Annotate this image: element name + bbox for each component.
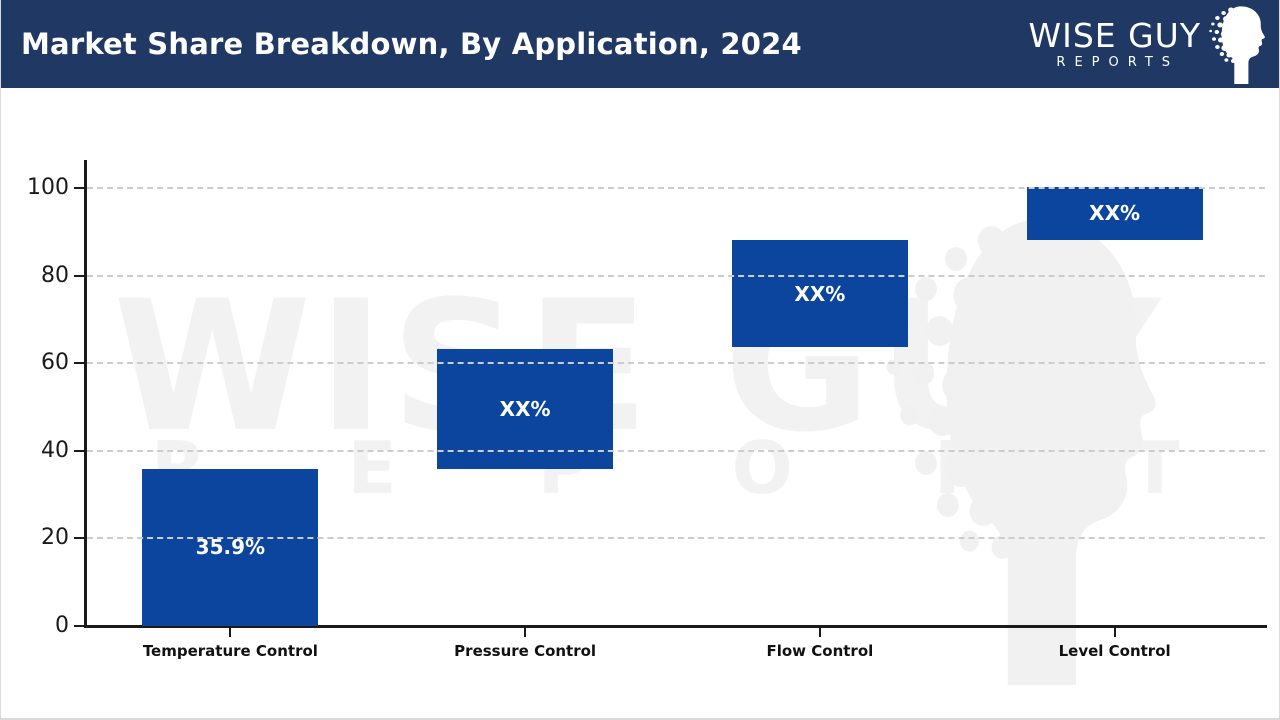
x-tick-mark <box>524 628 527 637</box>
x-tick-label: Pressure Control <box>454 642 597 660</box>
x-tick-mark <box>229 628 232 637</box>
page-title: Market Share Breakdown, By Application, … <box>21 27 802 61</box>
y-tick-label: 100 <box>27 175 69 200</box>
x-tick-label: Flow Control <box>766 642 874 660</box>
y-tick-label: 0 <box>55 613 69 638</box>
x-tick-label: Level Control <box>1058 642 1171 660</box>
y-tick-label: 60 <box>41 350 69 376</box>
brand-name: WISE GUY <box>1028 16 1201 55</box>
y-tick-label: 40 <box>41 437 69 463</box>
gridline <box>87 537 1265 540</box>
brand-logo: WISE GUY REPORTS <box>1028 4 1267 84</box>
y-tick-label: 80 <box>41 262 69 288</box>
y-tick-mark <box>74 274 84 277</box>
y-tick-mark <box>74 625 84 627</box>
wise-guy-head-icon <box>1209 6 1265 84</box>
y-axis-spine <box>84 160 87 628</box>
gridline <box>87 362 1265 365</box>
bar-level-control: XX% <box>1026 186 1203 240</box>
bar-value-label: XX% <box>794 281 846 306</box>
bar-value-label: XX% <box>1089 201 1141 226</box>
bar-pressure-control: XX% <box>437 349 614 469</box>
y-tick-mark <box>74 187 84 189</box>
bar-value-label: XX% <box>499 396 551 421</box>
gridline <box>87 449 1265 452</box>
brand-subname: REPORTS <box>1056 55 1180 70</box>
gridline <box>87 187 1265 189</box>
bar-flow-control: XX% <box>731 239 908 348</box>
y-tick-label: 20 <box>41 525 69 551</box>
y-tick-mark <box>74 537 84 540</box>
y-tick-mark <box>74 362 84 365</box>
gridline <box>87 274 1265 277</box>
x-axis-spine <box>84 625 1267 628</box>
bar-temperature-control: 35.9% <box>142 468 319 626</box>
x-tick-mark <box>818 628 821 637</box>
y-tick-mark <box>74 449 84 452</box>
x-tick-mark <box>1113 628 1116 637</box>
x-tick-label: Temperature Control <box>142 642 318 660</box>
header-bar: Market Share Breakdown, By Application, … <box>1 0 1279 88</box>
